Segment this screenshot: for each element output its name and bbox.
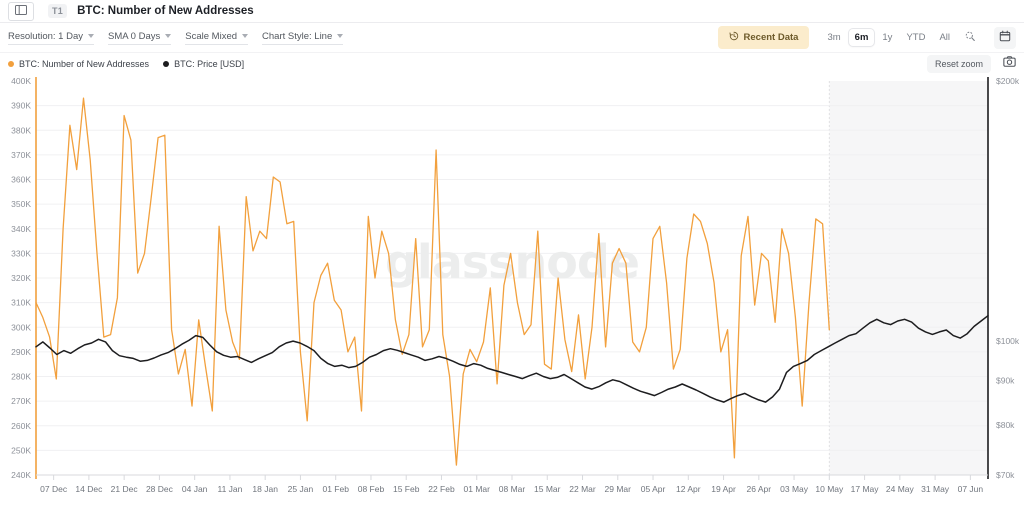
x-axis-tick-label: 07 Jun xyxy=(958,484,984,494)
x-axis-tick-label: 24 May xyxy=(886,484,915,494)
panel-toggle-button[interactable] xyxy=(8,1,34,21)
range-all[interactable]: All xyxy=(939,32,950,43)
y-axis-left-tick: 290K xyxy=(11,347,31,357)
x-axis-tick-label: 26 Apr xyxy=(747,484,772,494)
y-axis-left-tick: 310K xyxy=(11,298,31,308)
series-line-price xyxy=(35,314,989,403)
x-axis-tick-label: 04 Jan xyxy=(182,484,208,494)
y-axis-left-tick: 320K xyxy=(11,273,31,283)
toolbar-left-group: Resolution: 1 Day SMA 0 Days Scale Mixed… xyxy=(8,30,344,45)
chart-legend: BTC: Number of New Addresses BTC: Price … xyxy=(8,59,244,69)
x-axis-tick-label: 03 May xyxy=(780,484,809,494)
y-axis-left-tick: 390K xyxy=(11,101,31,111)
y-axis-left-tick: 240K xyxy=(11,470,31,480)
recent-data-label: Recent Data xyxy=(743,32,799,43)
dropdown-chart-style-label: Chart Style: Line xyxy=(262,30,333,42)
y-axis-left-tick: 360K xyxy=(11,175,31,185)
dropdown-sma-label: SMA 0 Days xyxy=(107,30,161,42)
zoom-select-icon[interactable] xyxy=(958,27,982,48)
y-axis-left-tick: 380K xyxy=(11,125,31,135)
template-badge: T1 xyxy=(48,4,68,18)
reset-zoom-button[interactable]: Reset zoom xyxy=(926,54,991,73)
range-ytd[interactable]: YTD xyxy=(906,32,926,43)
x-axis-tick-label: 01 Feb xyxy=(322,484,349,494)
dropdown-resolution[interactable]: Resolution: 1 Day xyxy=(8,31,94,45)
x-axis-tick-label: 21 Dec xyxy=(111,484,139,494)
chevron-down-icon xyxy=(87,34,94,38)
y-axis-left-tick: 250K xyxy=(11,445,31,455)
x-axis-tick-label: 18 Jan xyxy=(252,484,278,494)
y-axis-left-tick: 270K xyxy=(11,396,31,406)
y-axis-left-tick: 330K xyxy=(11,248,31,258)
chevron-down-icon xyxy=(337,34,344,38)
x-axis-tick-label: 29 Mar xyxy=(605,484,632,494)
recent-data-button[interactable]: Recent Data xyxy=(717,26,810,49)
chevron-down-icon xyxy=(165,34,172,38)
history-clock-icon xyxy=(729,31,739,44)
calendar-icon xyxy=(999,29,1011,47)
panel-layout-icon xyxy=(15,2,27,20)
x-axis-tick-label: 22 Mar xyxy=(569,484,596,494)
calendar-button[interactable] xyxy=(994,26,1016,49)
legend-swatch-black xyxy=(163,60,170,67)
legend-row: BTC: Number of New Addresses BTC: Price … xyxy=(0,53,1024,74)
dropdown-resolution-label: Resolution: 1 Day xyxy=(8,30,83,42)
dropdown-chart-style[interactable]: Chart Style: Line xyxy=(262,30,344,45)
x-axis-tick-label: 14 Dec xyxy=(75,484,103,494)
chart-svg[interactable]: 400K 390K 380K 370K 360K 350K 340K 330K 320K 310K… xyxy=(0,74,1024,512)
x-axis-tick-label: 05 Apr xyxy=(641,484,666,494)
camera-screenshot-icon[interactable] xyxy=(1003,55,1016,73)
x-axis-tick-label: 08 Feb xyxy=(358,484,385,494)
legend-label-new-addresses: BTC: Number of New Addresses xyxy=(19,58,150,69)
dropdown-scale-label: Scale Mixed xyxy=(185,30,238,42)
y-axis-right-tick: $200k xyxy=(996,76,1020,86)
x-axis-tick-label: 01 Mar xyxy=(464,484,491,494)
page-title: BTC: Number of New Addresses xyxy=(77,5,254,17)
chevron-down-icon xyxy=(242,34,249,38)
y-axis-right-tick: $100k xyxy=(996,336,1020,346)
y-axis-left-tick: 300K xyxy=(11,322,31,332)
chart-area[interactable]: 400K 390K 380K 370K 360K 350K 340K 330K 320K 310K… xyxy=(0,74,1024,512)
chart-toolbar: Resolution: 1 Day SMA 0 Days Scale Mixed… xyxy=(0,23,1024,53)
dropdown-sma[interactable]: SMA 0 Days xyxy=(107,30,172,45)
x-axis-tick-label: 17 May xyxy=(851,484,880,494)
range-3m[interactable]: 3m xyxy=(827,32,841,43)
x-axis-tick-label: 19 Apr xyxy=(711,484,736,494)
legend-item-price[interactable]: BTC: Price [USD] xyxy=(163,59,244,69)
x-axis-tick-label: 22 Feb xyxy=(428,484,455,494)
y-axis-left-tick: 260K xyxy=(11,421,31,431)
toolbar-right-group: Recent Data 3m 6m 1y YTD All xyxy=(717,25,1016,50)
x-axis-tick-label: 08 Mar xyxy=(499,484,526,494)
y-axis-left-tick: 280K xyxy=(11,372,31,382)
y-axis-left-tick: 350K xyxy=(11,199,31,209)
y-axis-right-tick: $90k xyxy=(996,376,1015,386)
x-axis-tick-label: 25 Jan xyxy=(288,484,314,494)
y-axis-right-tick: $80k xyxy=(996,420,1015,430)
x-axis-tick-label: 12 Apr xyxy=(676,484,701,494)
x-axis-tick-label: 10 May xyxy=(815,484,844,494)
dropdown-scale[interactable]: Scale Mixed xyxy=(185,30,249,45)
legend-right-group: Reset zoom xyxy=(926,54,1016,73)
range-6m[interactable]: 6m xyxy=(848,29,875,46)
x-axis-tick-label: 28 Dec xyxy=(146,484,174,494)
range-selector: 3m 6m 1y YTD All xyxy=(819,25,984,50)
y-axis-left-tick: 400K xyxy=(11,76,31,86)
title-bar: T1 BTC: Number of New Addresses xyxy=(0,0,1024,23)
x-axis-tick-label: 15 Feb xyxy=(393,484,420,494)
legend-label-price: BTC: Price [USD] xyxy=(174,58,245,69)
legend-item-new-addresses[interactable]: BTC: Number of New Addresses xyxy=(8,59,149,69)
y-axis-right-tick: $70k xyxy=(996,470,1015,480)
y-axis-left-tick: 340K xyxy=(11,224,31,234)
legend-swatch-orange xyxy=(8,60,14,67)
x-axis-tick-label: 11 Jan xyxy=(217,484,242,494)
x-axis-tick-label: 07 Dec xyxy=(40,484,68,494)
range-1y[interactable]: 1y xyxy=(882,32,893,43)
x-axis-tick-label: 31 May xyxy=(921,484,950,494)
y-axis-left-tick: 370K xyxy=(11,150,31,160)
x-axis-tick-label: 15 Mar xyxy=(534,484,561,494)
series-line-new-addresses xyxy=(35,97,830,466)
